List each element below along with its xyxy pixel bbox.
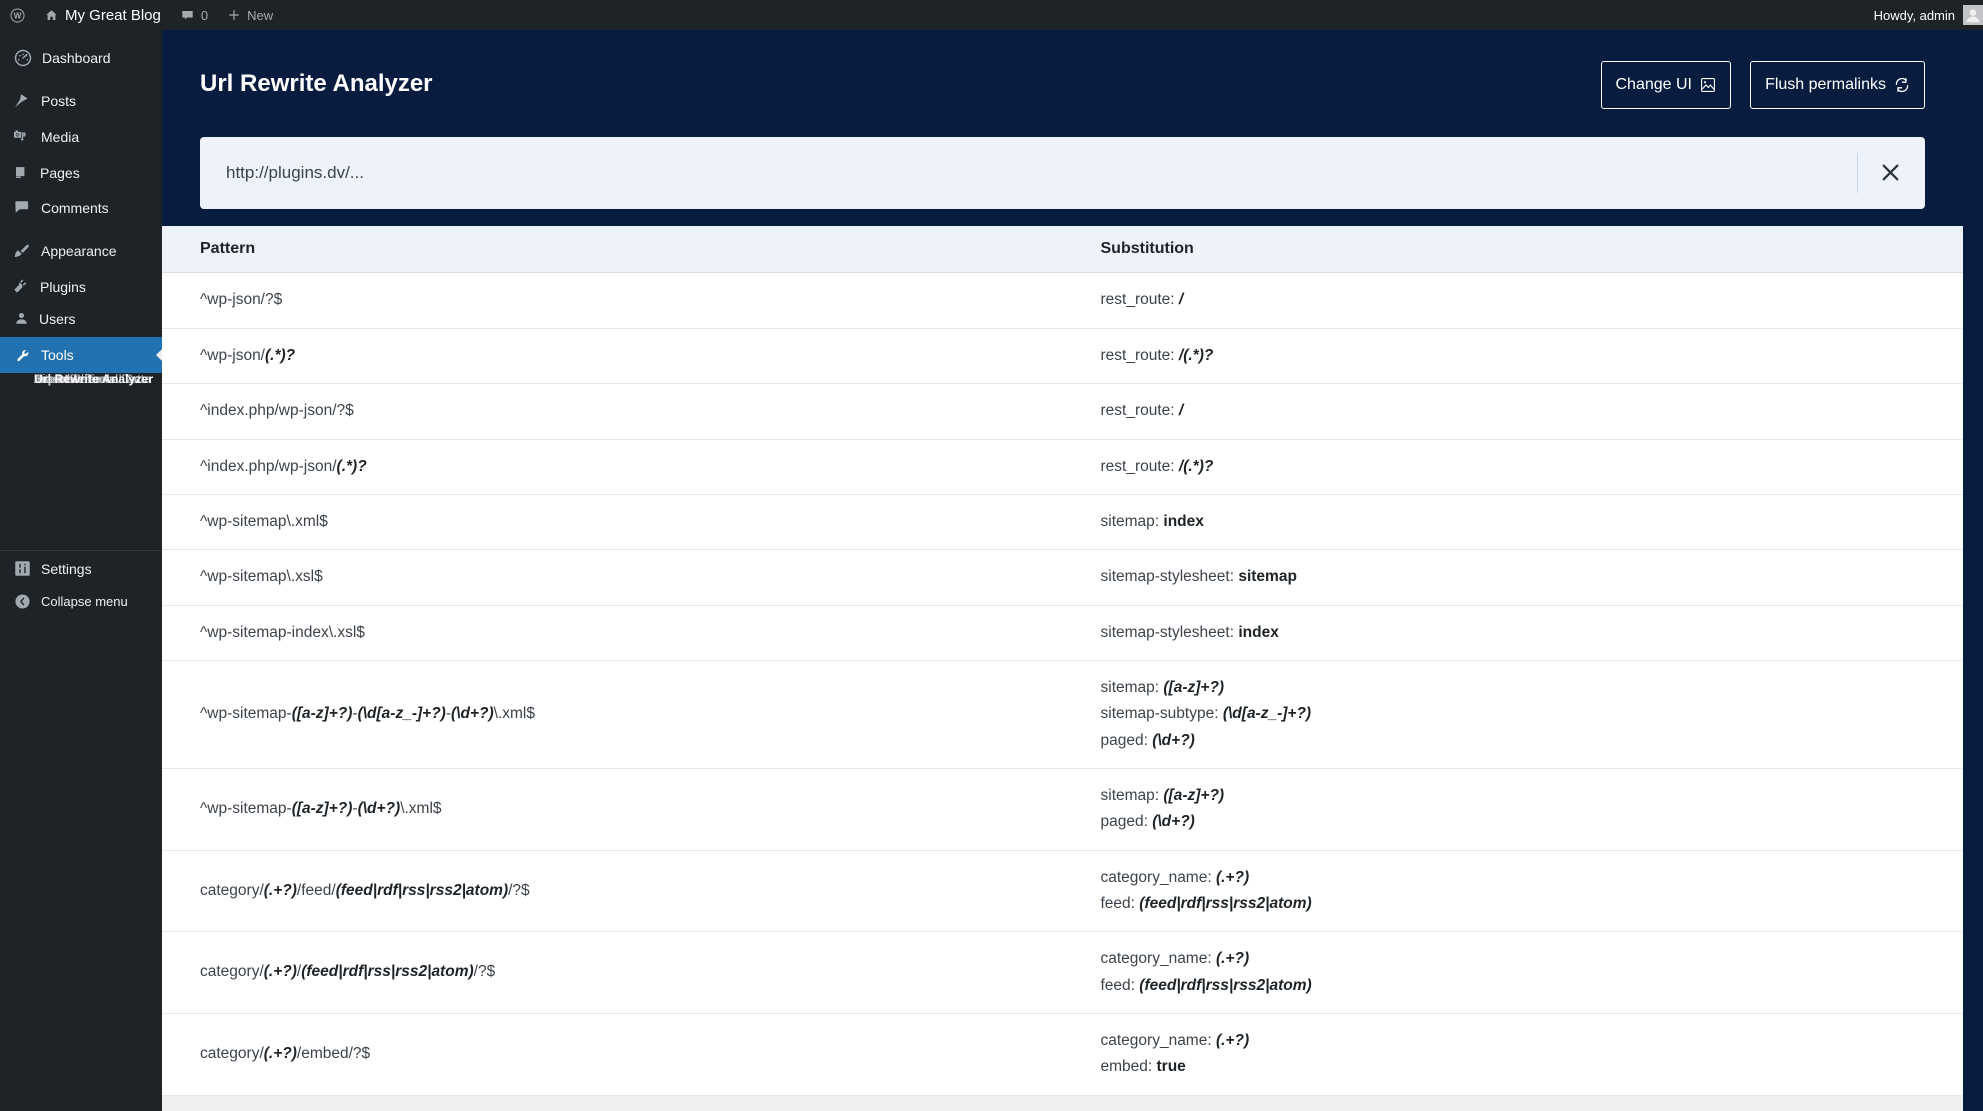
svg-text:W: W [14, 11, 22, 20]
